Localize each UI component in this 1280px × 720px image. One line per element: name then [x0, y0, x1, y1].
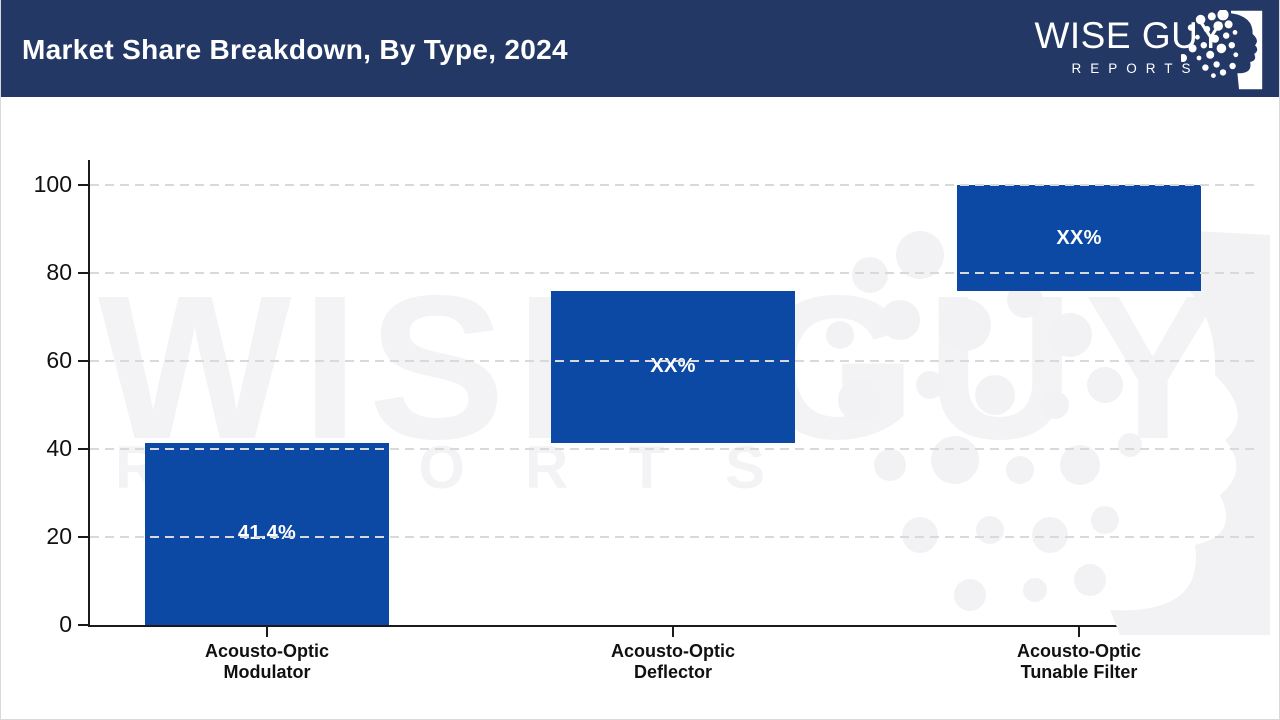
y-tick-label: 60 [46, 347, 72, 373]
y-tick-100 [78, 184, 88, 186]
y-tick-20 [78, 536, 88, 538]
bar-value-label: XX% [650, 355, 696, 378]
y-tick-60 [78, 360, 88, 362]
gridline-80 [90, 272, 1255, 274]
logo-subtitle: REPORTS [1071, 61, 1200, 76]
gridline-100 [90, 184, 1255, 186]
gridline-60 [90, 360, 1255, 362]
bar-segment: XX% [551, 291, 795, 443]
x-tick [1078, 627, 1080, 637]
y-tick-label: 20 [46, 523, 72, 549]
x-category-label: Acousto-Optic Deflector [611, 641, 735, 682]
y-tick-label: 100 [33, 171, 72, 197]
header-bar: Market Share Breakdown, By Type, 2024 WI… [0, 0, 1280, 97]
page-title: Market Share Breakdown, By Type, 2024 [22, 34, 568, 65]
x-tick [266, 627, 268, 637]
x-category-label: Acousto-Optic Tunable Filter [1017, 641, 1141, 682]
bar-value-label: XX% [1056, 226, 1102, 249]
bar-segment: 41.4% [145, 442, 389, 625]
y-tick-label: 0 [59, 611, 72, 637]
logo-face-icon [1181, 10, 1263, 90]
bar-value-label: 41.4% [237, 522, 297, 545]
y-tick-label: 80 [46, 259, 72, 285]
x-category-label: Acousto-Optic Modulator [205, 641, 329, 682]
watermark-face-icon [826, 225, 1270, 635]
y-tick-40 [78, 448, 88, 450]
gridline-20 [90, 536, 1255, 538]
y-tick-0 [78, 624, 88, 626]
y-tick-80 [78, 272, 88, 274]
x-tick [672, 627, 674, 637]
gridline-40 [90, 448, 1255, 450]
y-tick-label: 40 [46, 435, 72, 461]
wise-guy-logo: WISE GUY REPORTS [1033, 9, 1265, 91]
chart-plot-area: WISE GUY REPORTS 0 20 40 60 80 100 41.4% Acoust… [34, 160, 1270, 682]
bar-segment: XX% [957, 185, 1201, 292]
